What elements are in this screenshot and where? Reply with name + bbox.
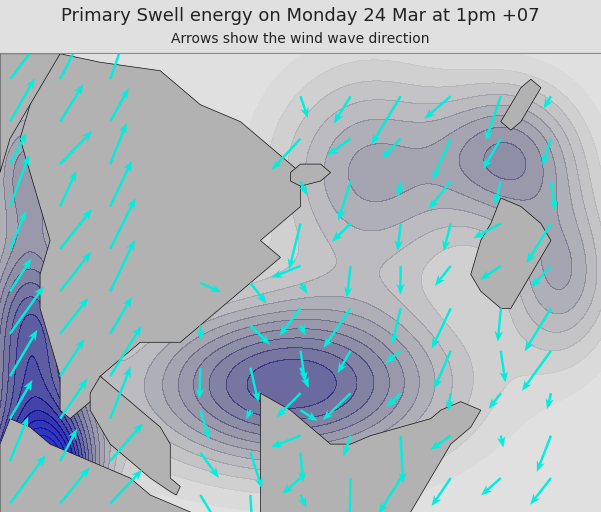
Text: Primary Swell energy on Monday 24 Mar at 1pm +07: Primary Swell energy on Monday 24 Mar at… [61,7,540,25]
Polygon shape [290,164,331,186]
Polygon shape [90,376,180,495]
Polygon shape [471,198,551,308]
Polygon shape [0,54,60,173]
Polygon shape [501,79,541,130]
Text: Arrows show the wind wave direction: Arrows show the wind wave direction [171,32,430,46]
Polygon shape [20,54,300,419]
Polygon shape [0,419,221,512]
Polygon shape [260,393,481,512]
